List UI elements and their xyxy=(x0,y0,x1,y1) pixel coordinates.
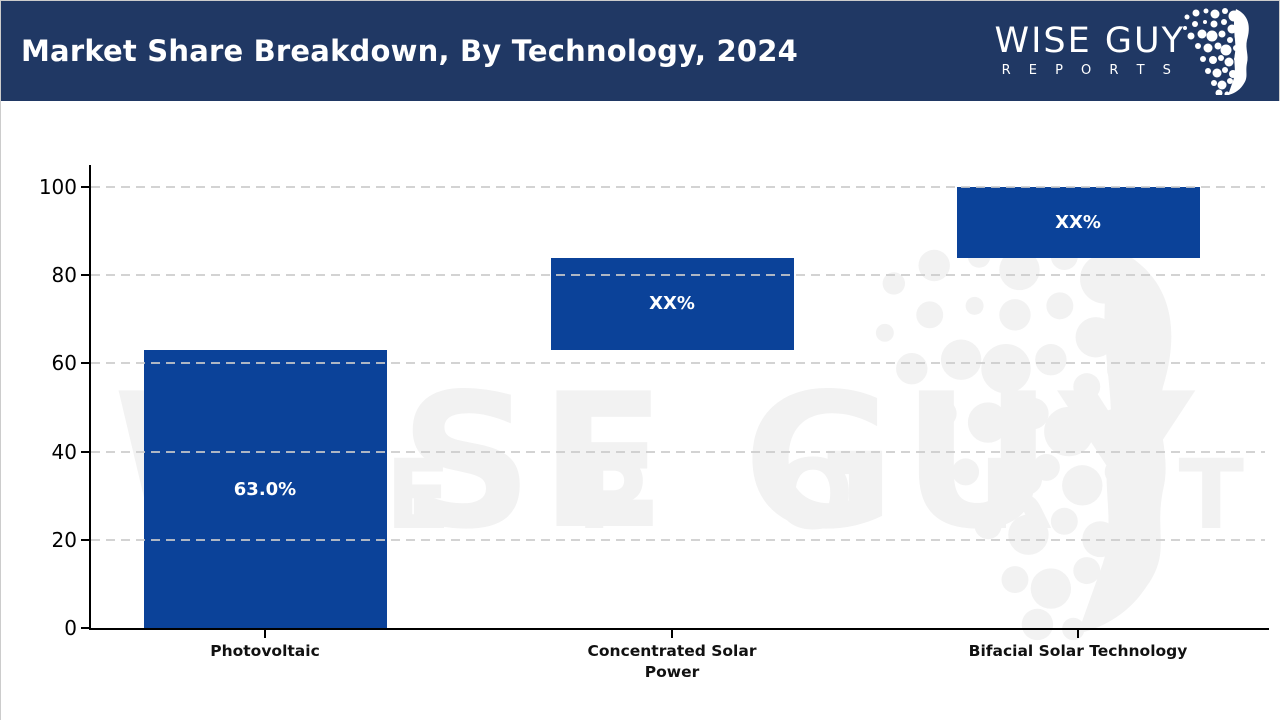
bar-value-label: 63.0% xyxy=(233,478,297,500)
bar-bifacial-solar-technology: XX% xyxy=(956,187,1200,258)
y-tick-label-60: 60 xyxy=(51,351,77,376)
y-tick-80 xyxy=(81,274,89,277)
y-tick-label-0: 0 xyxy=(64,616,77,640)
x-category-label: Concentrated Solar Power xyxy=(587,642,757,681)
y-tick-label-20: 20 xyxy=(51,527,77,552)
bar-photovoltaic: 63.0% xyxy=(143,350,387,628)
y-tick-40 xyxy=(81,450,89,453)
gridline-100 xyxy=(91,186,1265,188)
y-tick-20 xyxy=(81,538,89,541)
brand-logo: WISE GUY R E P O R T S xyxy=(994,7,1251,95)
y-tick-label-40: 40 xyxy=(51,439,77,464)
page-title: Market Share Breakdown, By Technology, 2… xyxy=(21,34,799,68)
gridline-20 xyxy=(91,538,1265,541)
x-category-label: Photovoltaic xyxy=(210,642,320,660)
x-axis-line xyxy=(89,628,1269,630)
y-tick-0 xyxy=(81,627,89,629)
gridline-80 xyxy=(91,274,1265,277)
bar-value-label: XX% xyxy=(649,293,695,315)
logo-wordmark: WISE GUY xyxy=(994,21,1185,61)
gridline-60 xyxy=(91,362,1265,365)
x-tick-2 xyxy=(1077,630,1079,638)
chart-canvas: WISE GUY R E P O R T S 02040608010063.0%… xyxy=(1,101,1280,720)
x-tick-0 xyxy=(264,630,266,638)
header-bar: Market Share Breakdown, By Technology, 2… xyxy=(1,1,1279,101)
y-axis-line xyxy=(89,165,91,630)
y-tick-60 xyxy=(81,362,89,365)
dotted-head-icon xyxy=(1183,8,1249,95)
x-tick-1 xyxy=(671,630,673,638)
y-tick-label-100: 100 xyxy=(38,175,77,199)
bar-concentrated-solar-power: XX% xyxy=(550,257,794,351)
x-category-label: Bifacial Solar Technology xyxy=(968,642,1188,660)
gridline-40 xyxy=(91,450,1265,453)
watermark-head-icon xyxy=(875,243,1172,641)
logo-subtitle: R E P O R T S xyxy=(1001,63,1178,78)
bar-value-label: XX% xyxy=(1055,211,1101,233)
y-tick-label-80: 80 xyxy=(51,263,77,288)
y-tick-100 xyxy=(81,186,89,188)
